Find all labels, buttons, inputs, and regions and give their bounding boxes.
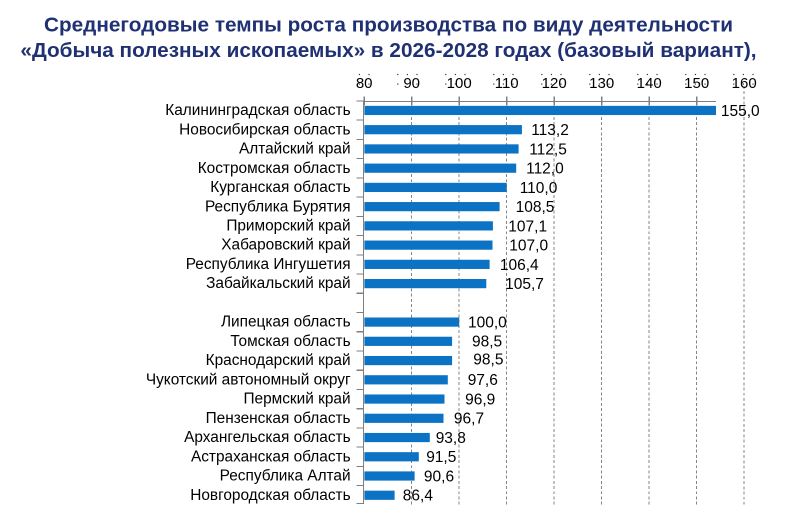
svg-text:Забайкальский край: Забайкальский край (206, 275, 350, 292)
svg-text:110,0: 110,0 (520, 180, 558, 197)
svg-text:Астраханская область: Астраханская область (191, 448, 351, 465)
svg-text:98,5: 98,5 (472, 334, 502, 351)
svg-text:107,0: 107,0 (509, 238, 548, 255)
svg-text:Приморский край: Приморский край (226, 217, 350, 234)
svg-text:155,0: 155,0 (721, 103, 760, 120)
svg-text:91,5: 91,5 (426, 449, 456, 466)
svg-text:110: 110 (495, 75, 519, 92)
svg-text:120: 120 (542, 75, 567, 92)
svg-text:98,5: 98,5 (473, 351, 503, 368)
svg-text:140: 140 (637, 75, 662, 92)
svg-text:Хабаровский край: Хабаровский край (221, 237, 350, 254)
svg-text:112,0: 112,0 (526, 161, 564, 178)
svg-text:100,0: 100,0 (468, 314, 507, 331)
svg-text:Костромская область: Костромская область (198, 160, 351, 177)
svg-text:Курганская область: Курганская область (210, 179, 350, 196)
svg-text:Пензенская область: Пензенская область (206, 410, 351, 427)
svg-text:Архангельская область: Архангельская область (184, 429, 350, 446)
svg-text:Республика Бурятия: Республика Бурятия (205, 198, 351, 215)
svg-text:97,6: 97,6 (468, 372, 498, 389)
svg-text:100: 100 (447, 75, 472, 92)
svg-text:96,7: 96,7 (454, 411, 484, 428)
svg-text:106,4: 106,4 (500, 257, 539, 274)
svg-text:Калининградская область: Калининградская область (165, 102, 350, 119)
svg-text:90,6: 90,6 (424, 468, 454, 485)
svg-text:Среднегодовые темпы роста прои: Среднегодовые темпы роста производства п… (44, 14, 733, 37)
svg-text:113,2: 113,2 (531, 122, 569, 139)
svg-text:93,8: 93,8 (436, 430, 466, 447)
svg-text:Республика Ингушетия: Республика Ингушетия (186, 256, 351, 273)
svg-text:Краснодарский край: Краснодарский край (206, 352, 351, 369)
svg-text:Алтайский край: Алтайский край (239, 141, 351, 158)
svg-text:80: 80 (356, 75, 373, 92)
svg-text:112,5: 112,5 (529, 141, 567, 158)
svg-text:107,1: 107,1 (508, 218, 547, 235)
svg-text:Томская область: Томская область (230, 333, 350, 350)
svg-text:Республика Алтай: Республика Алтай (220, 468, 351, 485)
svg-text:86,4: 86,4 (403, 488, 434, 505)
svg-text:105,7: 105,7 (505, 276, 544, 293)
svg-text:Пермский край: Пермский край (243, 391, 350, 408)
svg-text:«Добыча полезных ископаемых» в: «Добыча полезных ископаемых» в 2026-2028… (20, 39, 756, 62)
svg-text:Новосибирская область: Новосибирская область (179, 121, 350, 138)
svg-text:130: 130 (589, 75, 614, 92)
svg-text:108,5: 108,5 (516, 199, 555, 216)
svg-text:90: 90 (403, 75, 420, 92)
svg-text:160: 160 (732, 75, 757, 92)
svg-text:Липецкая область: Липецкая область (221, 314, 351, 331)
svg-text:Новгородская область: Новгородская область (190, 487, 350, 504)
svg-text:96,9: 96,9 (465, 391, 495, 408)
svg-text:Чукотский автономный округ: Чукотский автономный округ (146, 371, 351, 388)
svg-text:150: 150 (684, 75, 709, 92)
